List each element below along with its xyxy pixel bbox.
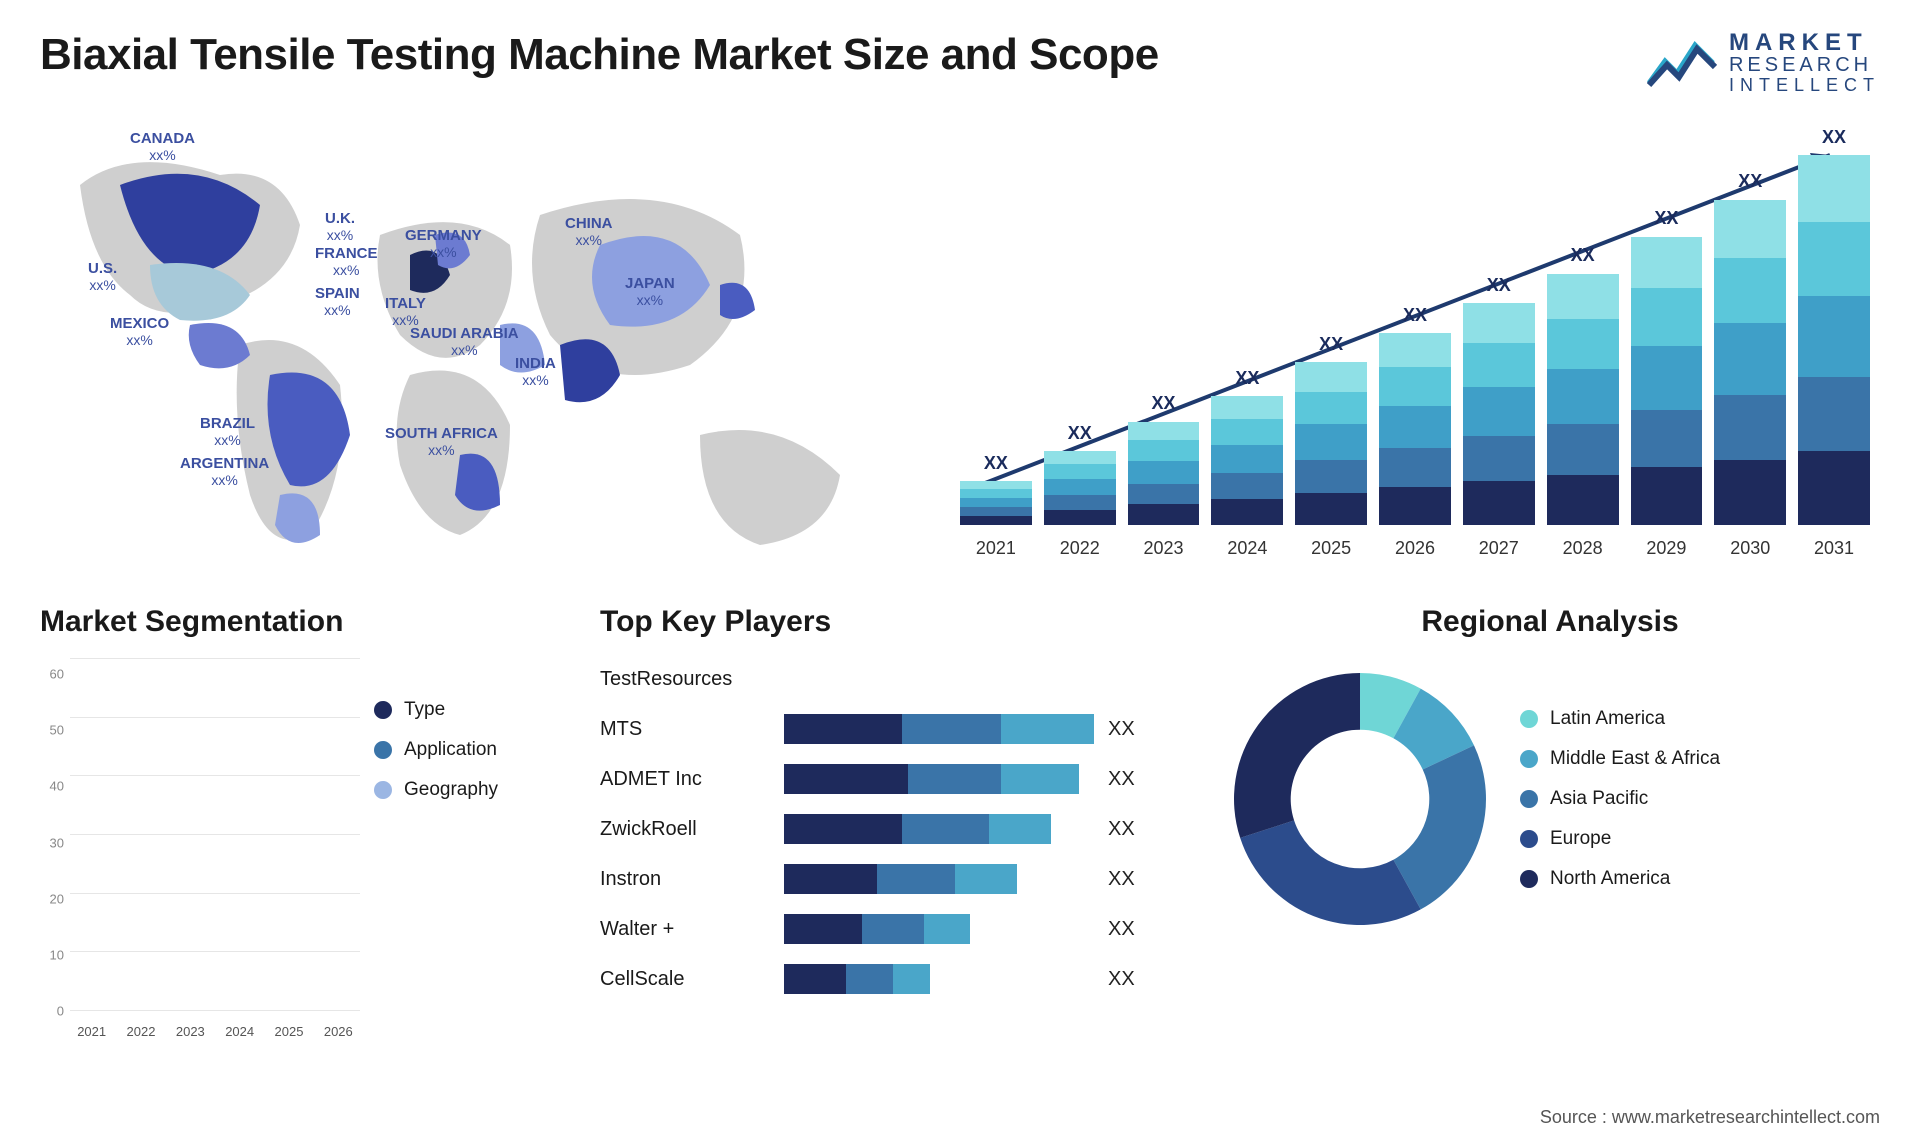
map-label: U.K.xx% — [325, 210, 355, 243]
key-player-value: XX — [1108, 868, 1135, 891]
growth-bar: XX — [1044, 451, 1116, 525]
key-player-row: TestResources — [600, 659, 1180, 699]
legend-item: Application — [374, 739, 498, 761]
key-player-name: ADMET Inc — [600, 768, 770, 791]
growth-bar: XX — [1798, 155, 1870, 525]
growth-x-label: 2028 — [1547, 538, 1619, 559]
key-player-row: CellScale XX — [600, 959, 1180, 999]
key-player-name: MTS — [600, 718, 770, 741]
growth-x-label: 2026 — [1379, 538, 1451, 559]
growth-bar: XX — [1547, 273, 1619, 525]
growth-chart: XXXXXXXXXXXXXXXXXXXXXX 20212022202320242… — [950, 115, 1880, 575]
growth-bar: XX — [1128, 421, 1200, 525]
segmentation-legend: Type Application Geography — [374, 659, 498, 1039]
regional-title: Regional Analysis — [1220, 605, 1880, 639]
growth-x-label: 2022 — [1044, 538, 1116, 559]
legend-item: Middle East & Africa — [1520, 748, 1720, 770]
logo-text: MARKET RESEARCH INTELLECT — [1729, 30, 1880, 95]
segmentation-panel: Market Segmentation 0102030405060 202120… — [40, 605, 560, 1065]
map-label: JAPANxx% — [625, 275, 675, 308]
legend-item: Latin America — [1520, 708, 1720, 730]
page-title: Biaxial Tensile Testing Machine Market S… — [40, 30, 1159, 80]
growth-x-label: 2023 — [1128, 538, 1200, 559]
growth-bar: XX — [1211, 396, 1283, 526]
map-label: ARGENTINAxx% — [180, 455, 269, 488]
map-label: FRANCExx% — [315, 245, 378, 278]
key-player-name: TestResources — [600, 668, 770, 691]
growth-x-label: 2024 — [1211, 538, 1283, 559]
regional-panel: Regional Analysis Latin America Middle Ea… — [1220, 605, 1880, 1065]
growth-x-label: 2021 — [960, 538, 1032, 559]
logo-icon — [1647, 33, 1717, 93]
map-label: GERMANYxx% — [405, 227, 482, 260]
key-player-row: Walter + XX — [600, 909, 1180, 949]
segmentation-chart: 0102030405060 202120222023202420252026 — [40, 659, 360, 1039]
key-players-title: Top Key Players — [600, 605, 1180, 639]
growth-x-label: 2025 — [1295, 538, 1367, 559]
growth-x-label: 2029 — [1631, 538, 1703, 559]
key-players-panel: Top Key Players TestResourcesMTSXXADMET … — [600, 605, 1180, 1065]
map-label: SPAINxx% — [315, 285, 360, 318]
brand-logo: MARKET RESEARCH INTELLECT — [1647, 30, 1880, 95]
growth-x-label: 2027 — [1463, 538, 1535, 559]
key-player-name: Walter + — [600, 918, 770, 941]
map-label: CHINAxx% — [565, 215, 613, 248]
map-label: SAUDI ARABIAxx% — [410, 325, 519, 358]
key-player-value: XX — [1108, 918, 1135, 941]
growth-bar: XX — [1295, 362, 1367, 525]
legend-item: Asia Pacific — [1520, 788, 1720, 810]
growth-bar: XX — [1379, 333, 1451, 525]
legend-item: Europe — [1520, 828, 1720, 850]
legend-item: Type — [374, 699, 498, 721]
growth-x-label: 2031 — [1798, 538, 1870, 559]
growth-bar: XX — [960, 481, 1032, 525]
key-player-name: ZwickRoell — [600, 818, 770, 841]
legend-item: North America — [1520, 868, 1720, 890]
growth-bar: XX — [1714, 199, 1786, 525]
donut-slice — [1240, 820, 1421, 925]
map-label: U.S.xx% — [88, 260, 117, 293]
world-map-panel: CANADAxx% U.S.xx% MEXICOxx% BRAZILxx% ARGENT… — [40, 115, 920, 575]
donut-slice — [1393, 745, 1486, 909]
donut-slice — [1234, 673, 1360, 838]
key-player-name: Instron — [600, 868, 770, 891]
source-attribution: Source : www.marketresearchintellect.com — [1540, 1107, 1880, 1128]
key-player-value: XX — [1108, 968, 1135, 991]
key-player-value: XX — [1108, 718, 1135, 741]
map-label: CANADAxx% — [130, 130, 195, 163]
regional-donut-chart — [1220, 659, 1500, 939]
key-player-row: Instron XX — [600, 859, 1180, 899]
key-player-value: XX — [1108, 768, 1135, 791]
growth-bar: XX — [1631, 236, 1703, 525]
segmentation-title: Market Segmentation — [40, 605, 560, 639]
key-player-row: ADMET Inc XX — [600, 759, 1180, 799]
map-label: INDIAxx% — [515, 355, 556, 388]
key-player-value: XX — [1108, 818, 1135, 841]
legend-item: Geography — [374, 779, 498, 801]
growth-bar: XX — [1463, 303, 1535, 525]
key-player-row: MTS XX — [600, 709, 1180, 749]
map-label: MEXICOxx% — [110, 315, 169, 348]
key-player-row: ZwickRoell XX — [600, 809, 1180, 849]
regional-legend: Latin America Middle East & Africa Asia Pa… — [1520, 708, 1720, 890]
header: Biaxial Tensile Testing Machine Market S… — [40, 30, 1880, 95]
map-label: ITALYxx% — [385, 295, 426, 328]
key-player-name: CellScale — [600, 968, 770, 991]
map-label: BRAZILxx% — [200, 415, 255, 448]
growth-x-label: 2030 — [1714, 538, 1786, 559]
map-label: SOUTH AFRICAxx% — [385, 425, 498, 458]
